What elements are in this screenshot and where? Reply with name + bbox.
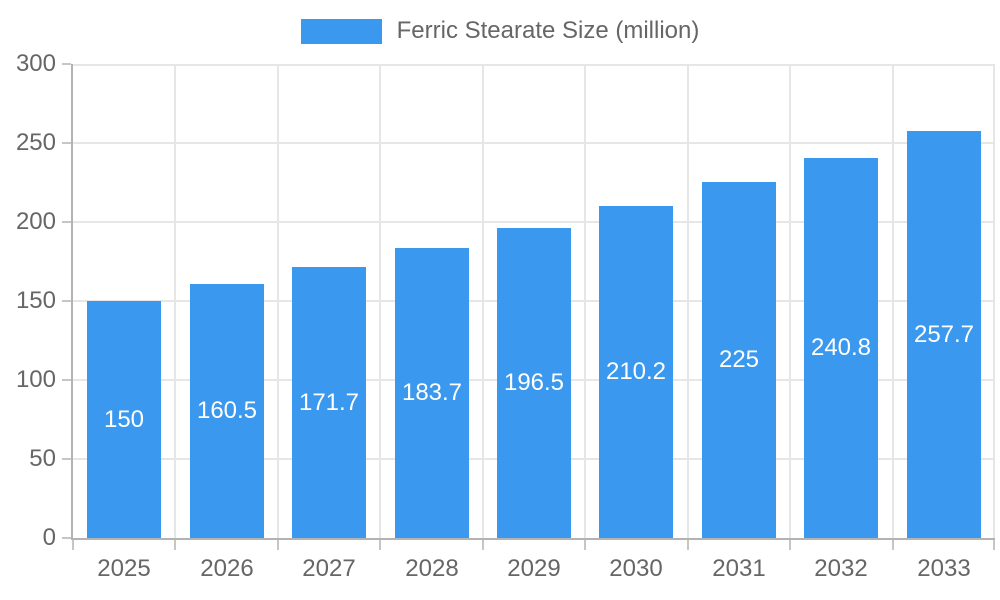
x-gridline bbox=[892, 64, 894, 538]
bar-2029[interactable]: 196.5 bbox=[497, 228, 571, 538]
bar-value-label: 257.7 bbox=[913, 320, 975, 348]
x-gridline bbox=[687, 64, 689, 538]
x-tick-mark bbox=[687, 540, 689, 550]
y-tick-mark bbox=[62, 458, 71, 460]
x-axis-label: 2031 bbox=[712, 555, 766, 582]
x-axis-label: 2032 bbox=[814, 555, 868, 582]
bar-2030[interactable]: 210.2 bbox=[599, 206, 673, 538]
y-axis-label: 250 bbox=[15, 129, 56, 156]
x-axis-label: 2028 bbox=[405, 555, 459, 582]
bar-value-label: 196.5 bbox=[503, 369, 565, 396]
bar-2026[interactable]: 160.5 bbox=[190, 284, 264, 538]
bar-value-label: 240.8 bbox=[810, 334, 872, 361]
bar-2028[interactable]: 183.7 bbox=[395, 248, 469, 538]
bar-value-label: 210.2 bbox=[605, 358, 667, 385]
x-axis-label: 2025 bbox=[97, 555, 151, 582]
x-tick-mark bbox=[174, 540, 176, 550]
x-axis-label: 2029 bbox=[507, 555, 561, 582]
plot-area: 150 160.5 171.7 183.7 196.5 210.2 225 240.8 257.… bbox=[73, 64, 995, 538]
x-axis-label: 2026 bbox=[200, 555, 254, 582]
bar-2032[interactable]: 240.8 bbox=[804, 158, 878, 538]
y-tick-mark bbox=[62, 142, 71, 144]
bar-2031[interactable]: 225 bbox=[702, 182, 776, 538]
y-axis-line bbox=[71, 64, 73, 540]
x-gridline bbox=[993, 64, 995, 538]
bar-value-label: 183.7 bbox=[401, 379, 463, 406]
bar-value-label: 171.7 bbox=[298, 388, 360, 416]
legend-swatch bbox=[300, 18, 382, 44]
x-gridline bbox=[379, 64, 381, 538]
bar-2027[interactable]: 171.7 bbox=[292, 267, 366, 538]
y-tick-mark bbox=[62, 300, 71, 302]
bar-2033[interactable]: 257.7 bbox=[907, 131, 981, 538]
y-axis-label: 50 bbox=[29, 445, 56, 472]
x-gridline bbox=[174, 64, 176, 538]
bar-2025[interactable]: 150 bbox=[87, 301, 161, 538]
bar-value-label: 225 bbox=[718, 346, 760, 373]
y-tick-mark bbox=[62, 63, 71, 65]
y-gridline bbox=[73, 221, 995, 223]
x-gridline bbox=[584, 64, 586, 538]
legend-label: Ferric Stearate Size (million) bbox=[396, 17, 700, 44]
y-axis-label: 200 bbox=[15, 208, 56, 235]
legend[interactable]: Ferric Stearate Size (million) bbox=[0, 17, 1000, 45]
y-tick-mark bbox=[62, 537, 71, 539]
x-tick-mark bbox=[584, 540, 586, 550]
x-tick-mark bbox=[379, 540, 381, 550]
x-gridline bbox=[789, 64, 791, 538]
y-gridline bbox=[73, 142, 995, 144]
y-tick-mark bbox=[62, 379, 71, 381]
y-axis-label: 0 bbox=[42, 524, 56, 551]
x-gridline bbox=[482, 64, 484, 538]
x-axis-label: 2030 bbox=[609, 555, 663, 582]
y-axis-label: 300 bbox=[15, 50, 56, 77]
x-tick-mark bbox=[72, 540, 74, 550]
x-gridline bbox=[277, 64, 279, 538]
x-tick-mark bbox=[482, 540, 484, 550]
x-axis-label: 2033 bbox=[917, 555, 971, 582]
y-gridline bbox=[73, 64, 995, 66]
x-tick-mark bbox=[277, 540, 279, 550]
x-tick-mark bbox=[892, 540, 894, 550]
x-axis-line bbox=[71, 538, 995, 540]
x-axis-label: 2027 bbox=[302, 555, 356, 582]
y-tick-mark bbox=[62, 221, 71, 223]
y-axis-label: 100 bbox=[15, 366, 56, 393]
bar-value-label: 160.5 bbox=[196, 397, 258, 424]
bar-value-label: 150 bbox=[103, 405, 145, 433]
x-tick-mark bbox=[789, 540, 791, 550]
x-tick-mark bbox=[993, 540, 995, 550]
y-axis-label: 150 bbox=[15, 287, 56, 314]
